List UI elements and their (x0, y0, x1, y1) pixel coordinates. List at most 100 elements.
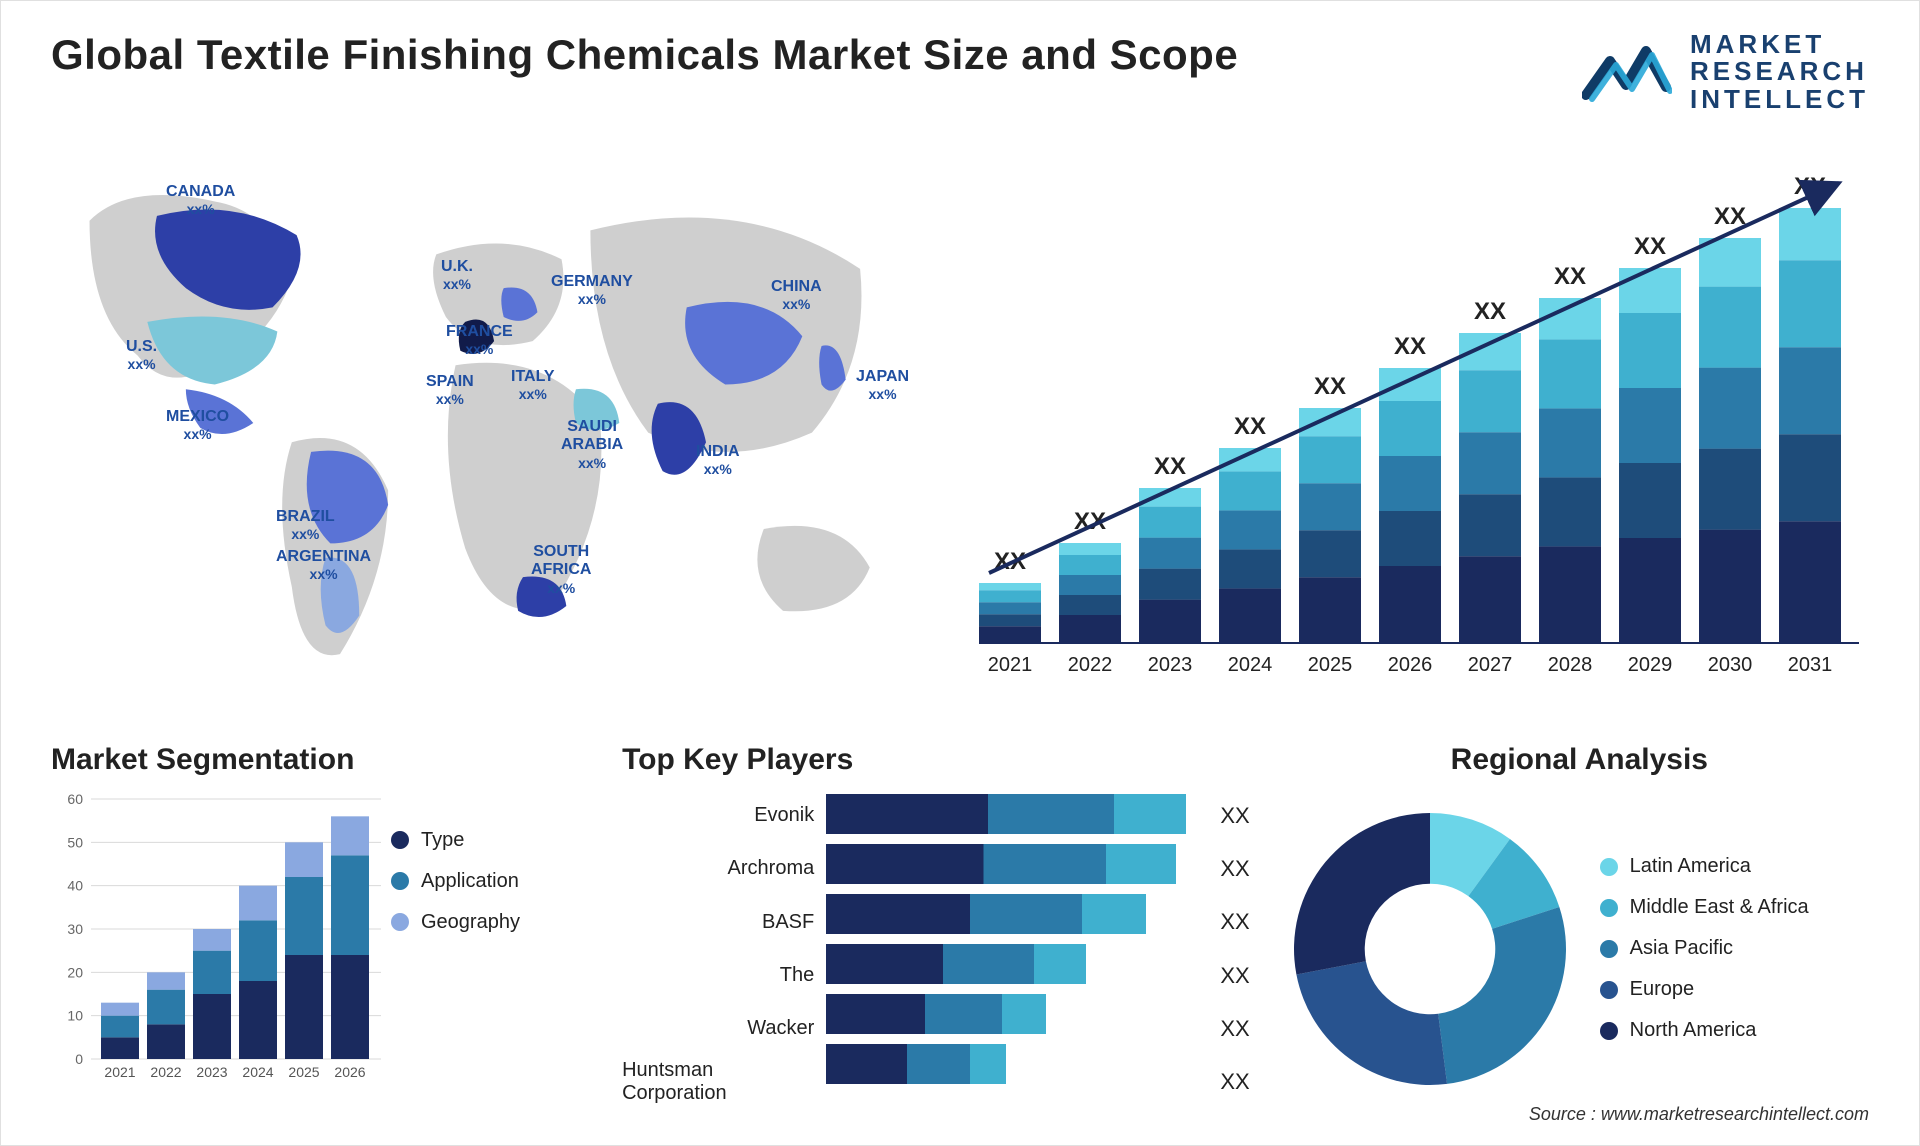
svg-text:XX: XX (1474, 298, 1506, 325)
legend-label: Geography (421, 911, 520, 934)
svg-text:2021: 2021 (988, 654, 1033, 676)
svg-text:2022: 2022 (1068, 654, 1113, 676)
map-label: INDIAxx% (696, 443, 740, 477)
svg-text:2023: 2023 (1148, 654, 1193, 676)
segmentation-chart-svg: 0102030405060202120222023202420252026 (51, 789, 391, 1089)
legend-label: North America (1630, 1019, 1757, 1042)
legend-item: Latin America (1600, 855, 1809, 878)
player-label: Wacker (747, 1004, 814, 1054)
map-label: CHINAxx% (771, 278, 822, 312)
legend-label: Latin America (1630, 855, 1751, 878)
svg-text:XX: XX (1154, 453, 1186, 480)
regional-body: Latin America Middle East & Africa Asia Pa… (1290, 789, 1869, 1109)
map-label: SPAINxx% (426, 373, 474, 407)
legend-label: Type (421, 829, 464, 852)
map-label: ARGENTINAxx% (276, 548, 371, 582)
map-label: SAUDIARABIAxx% (561, 418, 623, 471)
svg-text:2031: 2031 (1788, 654, 1833, 676)
players-panel: Top Key Players EvonikArchromaBASFTheWac… (622, 713, 1250, 1109)
player-value: XX (1220, 1057, 1249, 1107)
svg-text:2021: 2021 (104, 1064, 135, 1080)
legend-item: Geography (391, 911, 520, 934)
svg-text:2023: 2023 (196, 1064, 227, 1080)
bottom-row: Market Segmentation 01020304050602021202… (51, 713, 1869, 1109)
map-label: U.S.xx% (126, 338, 157, 372)
svg-text:XX: XX (1554, 263, 1586, 290)
legend-label: Middle East & Africa (1630, 896, 1809, 919)
main-chart-svg: XX2021XX2022XX2023XX2024XX2025XX2026XX20… (949, 143, 1869, 703)
main-chart: XX2021XX2022XX2023XX2024XX2025XX2026XX20… (949, 143, 1869, 703)
world-map: CANADAxx% U.S.xx% MEXICOxx% BRAZILxx% ARGENT… (51, 143, 889, 703)
logo-swoosh-icon (1582, 37, 1672, 107)
svg-text:2026: 2026 (1388, 654, 1433, 676)
svg-text:2022: 2022 (150, 1064, 181, 1080)
page: Global Textile Finishing Chemicals Marke… (0, 0, 1920, 1146)
legend-item: Asia Pacific (1600, 937, 1809, 960)
svg-text:2026: 2026 (334, 1064, 365, 1080)
svg-text:2025: 2025 (288, 1064, 319, 1080)
svg-text:50: 50 (67, 834, 83, 850)
map-label: SOUTHAFRICAxx% (531, 543, 591, 596)
players-chart-svg (826, 789, 1208, 1089)
logo-line1: MARKET (1690, 31, 1869, 58)
segmentation-body: 0102030405060202120222023202420252026 Ty… (51, 789, 582, 1109)
regional-panel: Regional Analysis Latin America Middle Ea… (1290, 713, 1869, 1109)
logo-line3: INTELLECT (1690, 86, 1869, 113)
player-label: The (780, 951, 814, 1001)
svg-text:XX: XX (1634, 233, 1666, 260)
players-labels: EvonikArchromaBASF TheWackerHuntsman Corp… (622, 789, 826, 1109)
player-label: Evonik (754, 791, 814, 841)
map-label: JAPANxx% (856, 368, 909, 402)
svg-text:20: 20 (67, 964, 83, 980)
legend-item: Middle East & Africa (1600, 896, 1809, 919)
player-value: XX (1220, 844, 1249, 894)
legend-dot-icon (1600, 1022, 1618, 1040)
svg-text:30: 30 (67, 921, 83, 937)
legend-label: Europe (1630, 978, 1695, 1001)
legend-dot-icon (391, 872, 409, 890)
svg-text:2028: 2028 (1548, 654, 1593, 676)
svg-text:XX: XX (1234, 413, 1266, 440)
map-label: BRAZILxx% (276, 508, 335, 542)
map-label: GERMANYxx% (551, 273, 633, 307)
svg-text:2029: 2029 (1628, 654, 1673, 676)
logo-text: MARKET RESEARCH INTELLECT (1690, 31, 1869, 113)
header: Global Textile Finishing Chemicals Marke… (51, 31, 1869, 113)
svg-text:2025: 2025 (1308, 654, 1353, 676)
svg-text:40: 40 (67, 878, 83, 894)
svg-text:60: 60 (67, 791, 83, 807)
segmentation-panel: Market Segmentation 01020304050602021202… (51, 713, 582, 1109)
legend-label: Asia Pacific (1630, 937, 1733, 960)
map-label: MEXICOxx% (166, 408, 229, 442)
player-value: XX (1220, 897, 1249, 947)
segmentation-legend: Type Application Geography (391, 789, 520, 1109)
players-value-labels: XXXXXXXXXXXX (1208, 789, 1249, 1109)
player-label: BASF (762, 897, 814, 947)
svg-text:XX: XX (1314, 373, 1346, 400)
player-label: Huntsman Corporation (622, 1057, 814, 1107)
svg-text:2027: 2027 (1468, 654, 1513, 676)
legend-item: North America (1600, 1019, 1809, 1042)
legend-item: Type (391, 829, 520, 852)
player-label: Archroma (728, 844, 815, 894)
legend-item: Application (391, 870, 520, 893)
top-row: CANADAxx% U.S.xx% MEXICOxx% BRAZILxx% ARGENT… (51, 143, 1869, 703)
map-label: CANADAxx% (166, 183, 235, 217)
legend-dot-icon (391, 913, 409, 931)
svg-text:XX: XX (1394, 333, 1426, 360)
regional-title: Regional Analysis (1290, 743, 1869, 777)
svg-text:10: 10 (67, 1008, 83, 1024)
logo-line2: RESEARCH (1690, 58, 1869, 85)
page-title: Global Textile Finishing Chemicals Marke… (51, 31, 1238, 79)
map-label: FRANCExx% (446, 323, 513, 357)
svg-text:2024: 2024 (242, 1064, 273, 1080)
regional-donut-svg (1290, 809, 1570, 1089)
player-value: XX (1220, 791, 1249, 841)
player-value: XX (1220, 951, 1249, 1001)
legend-dot-icon (1600, 981, 1618, 999)
legend-label: Application (421, 870, 519, 893)
legend-item: Europe (1600, 978, 1809, 1001)
segmentation-title: Market Segmentation (51, 743, 582, 777)
svg-text:2030: 2030 (1708, 654, 1753, 676)
legend-dot-icon (1600, 940, 1618, 958)
